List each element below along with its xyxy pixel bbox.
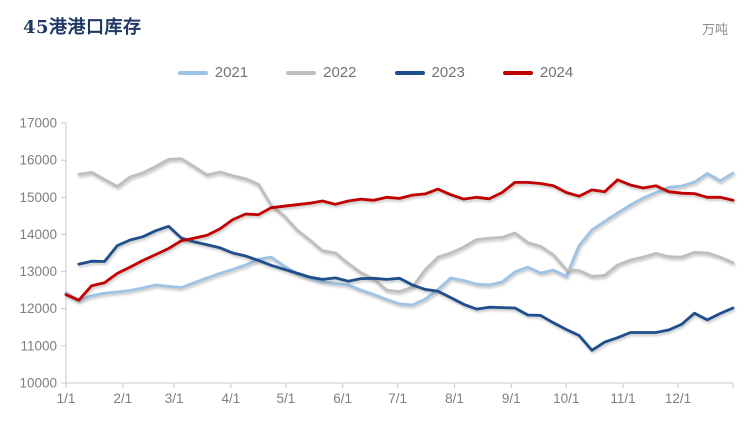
x-tick-label: 6/1 <box>333 391 352 406</box>
x-tick-label: 5/1 <box>276 391 295 406</box>
y-tick-label: 17000 <box>19 116 57 131</box>
x-tick-label: 12/1 <box>665 391 691 406</box>
x-tick-label: 11/1 <box>610 391 635 406</box>
chart-title: 45港港口库存 <box>23 17 142 38</box>
x-tick-label: 4/1 <box>222 391 241 406</box>
x-tick-label: 9/1 <box>502 391 521 406</box>
legend-item-2024: 2024 <box>502 64 574 81</box>
series-line-2022 <box>77 157 735 294</box>
legend-swatch-2022 <box>286 70 317 75</box>
legend-item-2022: 2022 <box>286 64 357 81</box>
legend-label: 2023 <box>431 64 465 81</box>
legend-swatch-2023 <box>394 70 425 75</box>
y-tick-label: 13000 <box>19 264 57 279</box>
y-tick-label: 14000 <box>19 227 57 242</box>
unit-label: 万吨 <box>701 23 728 38</box>
x-tick-label: 10/1 <box>553 391 579 406</box>
legend-label: 2024 <box>539 64 574 81</box>
x-tick-label: 1/1 <box>57 391 76 406</box>
legend-item-2021: 2021 <box>177 64 249 81</box>
legend-label: 2022 <box>323 64 357 81</box>
series-line-2024 <box>64 178 735 302</box>
x-tick-label: 7/1 <box>388 391 407 406</box>
series-line-2021 <box>64 171 735 307</box>
chart-legend: 2021 2022 2023 2024 <box>0 64 751 81</box>
x-tick-label: 2/1 <box>113 391 132 406</box>
y-tick-label: 16000 <box>19 153 57 168</box>
x-tick-label: 8/1 <box>445 391 464 406</box>
y-tick-label: 10000 <box>19 376 57 391</box>
legend-item-2023: 2023 <box>394 64 465 81</box>
legend-swatch-2024 <box>502 70 533 75</box>
x-tick-label: 3/1 <box>165 391 184 406</box>
y-tick-label: 12000 <box>19 301 57 316</box>
y-tick-label: 11000 <box>20 338 57 353</box>
legend-swatch-2021 <box>177 70 208 75</box>
y-tick-label: 15000 <box>19 190 57 205</box>
legend-label: 2021 <box>214 64 249 81</box>
